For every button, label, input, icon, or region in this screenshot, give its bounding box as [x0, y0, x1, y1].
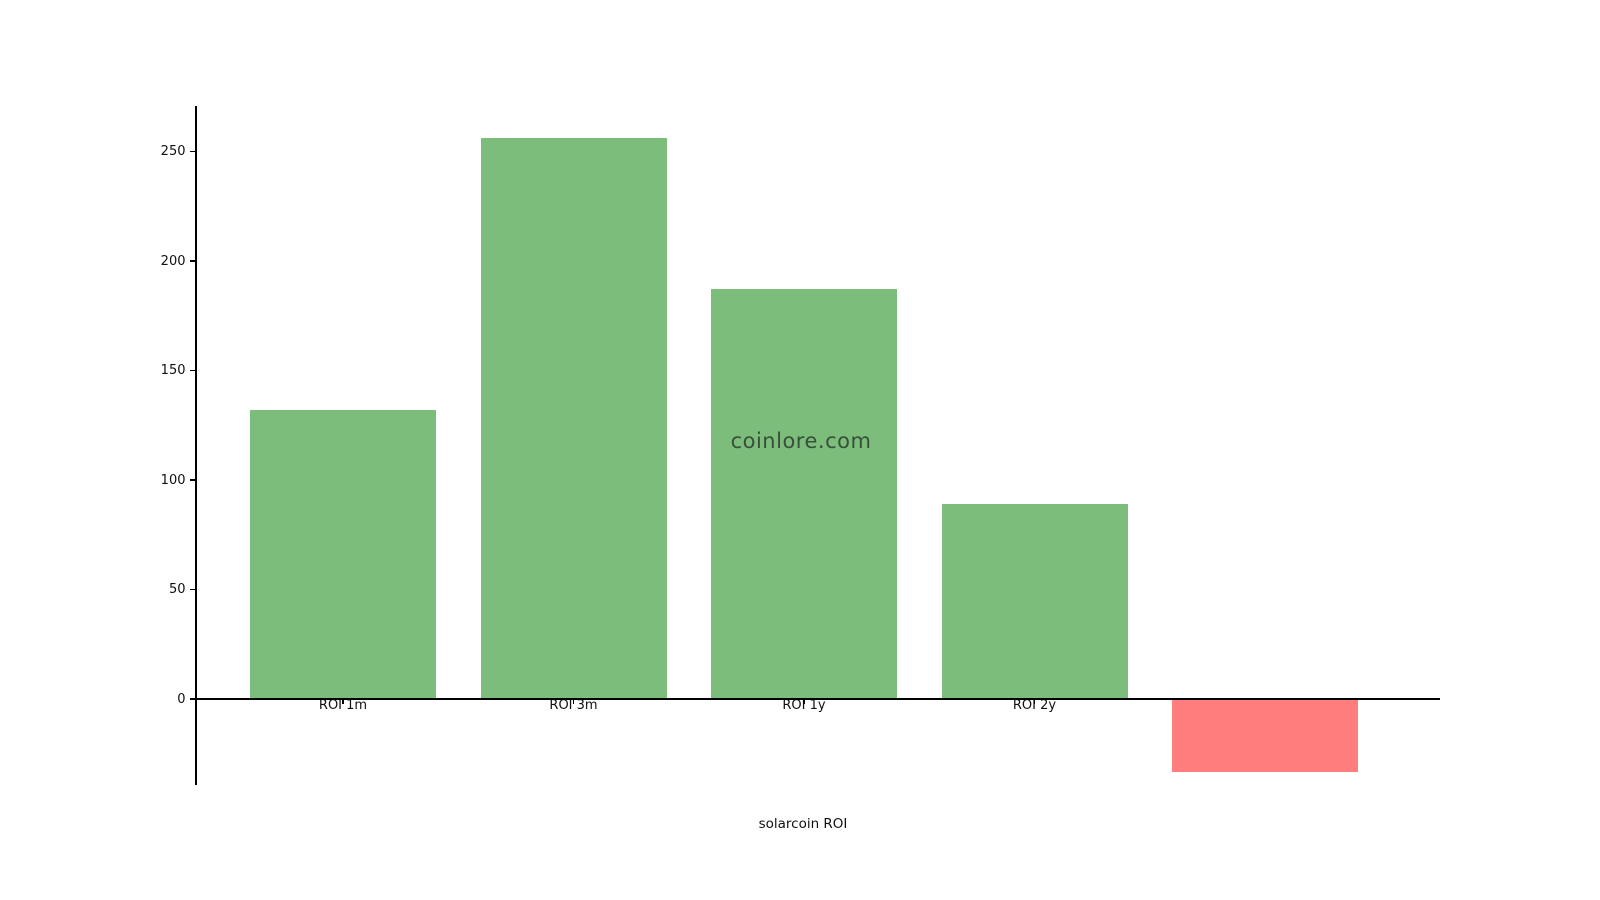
- bar-roi-3m: [480, 138, 667, 699]
- x-tick-mark: [342, 698, 344, 704]
- x-tick-label: ROI 3m: [549, 698, 598, 713]
- chart-x-axis-title: solarcoin ROI: [758, 816, 848, 832]
- y-tick-mark: [189, 369, 196, 372]
- y-tick-label: 250: [160, 144, 186, 159]
- y-tick-mark: [189, 150, 196, 153]
- x-tick-label: ROI 2y: [1012, 698, 1057, 713]
- y-tick-mark: [189, 588, 196, 591]
- x-tick-label: ROI 1y: [782, 698, 826, 713]
- bar-roi-1y: [711, 289, 897, 699]
- y-tick-mark: [189, 260, 196, 262]
- y-tick-label: 200: [160, 253, 186, 269]
- bar-unlabeled: [1172, 700, 1358, 773]
- x-tick-mark: [1033, 698, 1036, 704]
- y-axis-line: [195, 106, 197, 785]
- y-tick-label: 150: [160, 363, 186, 378]
- y-tick-mark: [189, 698, 196, 700]
- bar-roi-2y: [941, 504, 1128, 699]
- watermark: coinlore.com: [730, 429, 872, 453]
- x-tick-label: ROI 1m: [318, 698, 368, 713]
- x-tick-mark: [803, 698, 805, 704]
- bar-roi-1m: [250, 409, 436, 699]
- y-tick-label: 0: [177, 691, 186, 707]
- x-axis-line: [196, 698, 1440, 700]
- y-tick-mark: [189, 479, 196, 481]
- y-tick-label: 100: [160, 472, 186, 488]
- x-tick-mark: [572, 698, 575, 704]
- y-tick-label: 50: [168, 582, 186, 597]
